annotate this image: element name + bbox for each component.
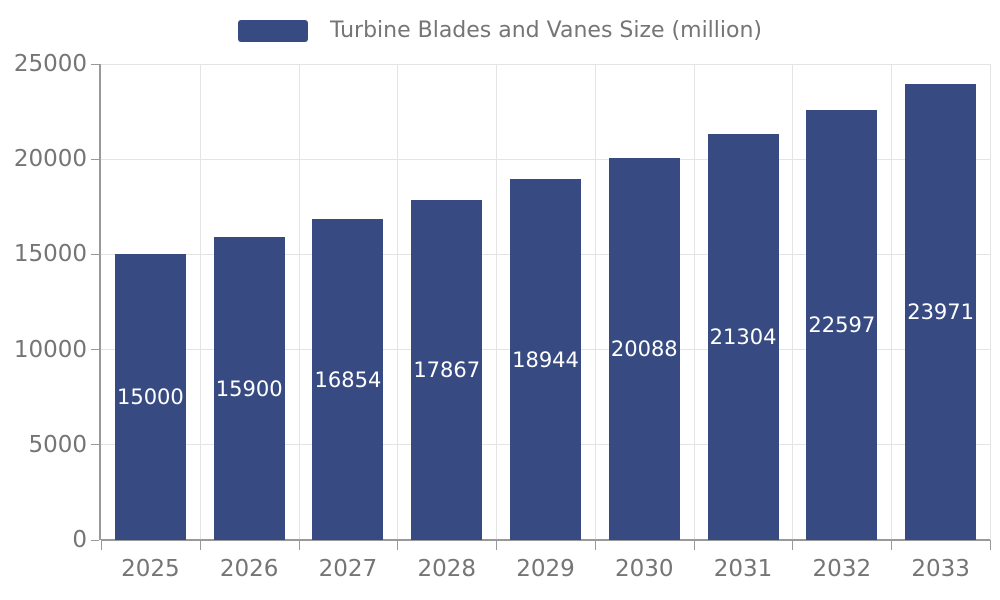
x-axis-tick xyxy=(693,540,695,550)
x-axis-tick-label: 2031 xyxy=(713,556,773,582)
x-axis-tick xyxy=(396,540,398,550)
bar xyxy=(510,179,581,540)
gridline-vertical xyxy=(989,64,991,540)
gridline-vertical xyxy=(791,64,793,540)
bar-value-label: 21304 xyxy=(709,325,777,350)
y-axis-tick-label: 0 xyxy=(72,527,87,553)
gridline-vertical xyxy=(693,64,695,540)
gridline-vertical xyxy=(199,64,201,540)
x-axis-tick-label: 2027 xyxy=(318,556,378,582)
x-axis-tick-label: 2028 xyxy=(417,556,476,582)
bar-value-label: 20088 xyxy=(610,336,678,361)
x-axis-tick-label: 2025 xyxy=(121,556,180,582)
x-axis-tick xyxy=(791,540,793,550)
y-axis-line xyxy=(99,64,101,540)
gridline-horizontal xyxy=(101,63,990,65)
bar-value-label: 15900 xyxy=(215,376,283,401)
y-axis-tick-label: 10000 xyxy=(13,336,87,363)
x-axis-tick xyxy=(298,540,300,550)
x-axis-tick-label: 2030 xyxy=(614,556,674,582)
plot-area: 0 5000 10000 15000 20000 25000 2025 2026 2027 202… xyxy=(14,51,991,582)
bar xyxy=(114,254,186,540)
x-axis-tick-label: 2032 xyxy=(812,556,872,582)
x-axis-tick xyxy=(100,540,102,550)
gridline-vertical xyxy=(890,64,892,540)
gridline-vertical xyxy=(396,64,398,540)
bar-value-label: 16854 xyxy=(314,367,382,392)
bar xyxy=(213,237,285,540)
y-axis-tick xyxy=(91,158,99,160)
legend-swatch xyxy=(237,20,308,42)
bar xyxy=(707,134,779,540)
bar xyxy=(312,219,384,540)
legend-label: Turbine Blades and Vanes Size (million) xyxy=(329,18,763,43)
y-axis-tick xyxy=(91,444,99,446)
y-axis-tick xyxy=(91,539,99,541)
y-axis-tick-label: 15000 xyxy=(13,241,87,268)
y-axis-tick-label: 20000 xyxy=(13,146,87,173)
x-axis-tick-label: 2026 xyxy=(219,556,279,582)
bar xyxy=(905,83,977,540)
x-axis-tick-label: 2033 xyxy=(911,556,970,582)
y-axis-tick-label: 5000 xyxy=(28,431,87,458)
bar xyxy=(411,199,483,540)
bar-value-label: 22597 xyxy=(808,312,876,337)
y-axis-tick-label: 25000 xyxy=(13,51,87,77)
x-axis-line xyxy=(101,539,990,541)
bar-value-label: 18944 xyxy=(512,347,579,372)
gridline-horizontal xyxy=(101,158,990,160)
x-axis-tick xyxy=(890,540,892,550)
x-axis-tick xyxy=(495,540,497,550)
y-axis-tick xyxy=(91,63,99,65)
y-axis-tick xyxy=(91,253,99,255)
gridline-vertical xyxy=(594,64,596,540)
bar xyxy=(608,157,680,540)
x-axis-tick xyxy=(594,540,596,550)
x-axis-tick xyxy=(199,540,201,550)
gridline-vertical xyxy=(298,64,300,540)
legend-item[interactable]: Turbine Blades and Vanes Size (million) xyxy=(0,18,1000,44)
bar xyxy=(806,109,878,540)
x-axis-tick xyxy=(989,540,991,550)
x-axis-tick-label: 2029 xyxy=(516,556,575,582)
bar-value-label: 15000 xyxy=(116,385,184,410)
bar-value-label: 17867 xyxy=(413,357,481,382)
y-axis-tick xyxy=(91,349,99,351)
gridline-vertical xyxy=(495,64,497,540)
bar-value-label: 23971 xyxy=(907,299,975,324)
